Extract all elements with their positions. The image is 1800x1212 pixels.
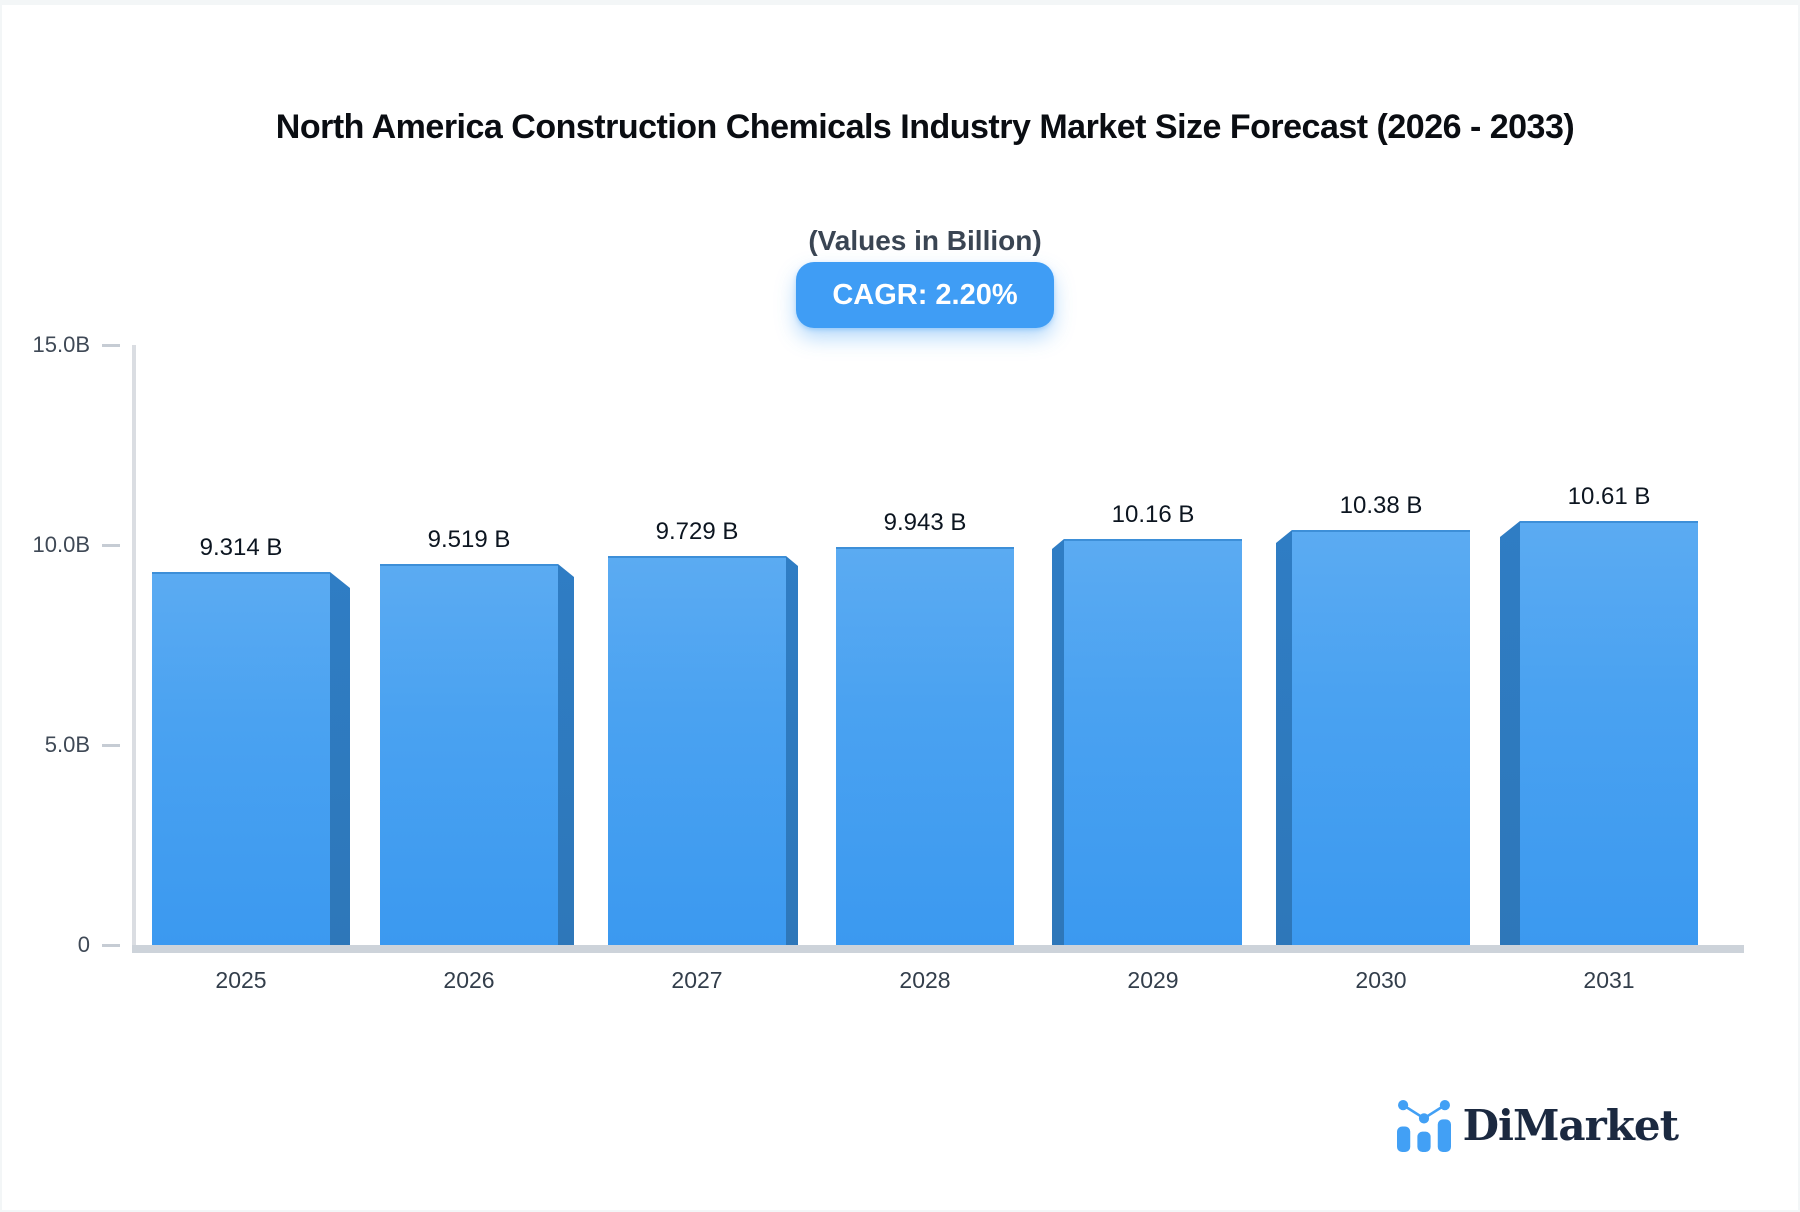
y-tick-label: 15.0B [32,332,91,357]
y-axis-line [132,345,136,953]
bar-2030[interactable] [1292,530,1470,945]
x-tick-label-2028: 2028 [899,967,951,993]
x-tick-label-2031: 2031 [1583,967,1635,993]
bar-line-chart-icon [1396,1100,1451,1152]
y-tick-label: 5.0B [44,732,90,757]
bar-2027[interactable] [608,556,786,945]
bar-group-2025: 9.314 B 2025 [152,345,350,993]
y-tick-dash [102,944,120,947]
brand-logo: DiMarket [1396,1100,1679,1152]
bar-2028[interactable] [836,547,1014,945]
bar-value-label: 9.519 B [427,526,511,553]
page-title: North America Construction Chemicals Ind… [25,99,1798,155]
page-title-text: North America Construction Chemicals Ind… [275,108,1575,146]
bar-2026[interactable] [380,564,558,945]
bar-value-label: 9.314 B [199,534,283,561]
bar-2031[interactable] [1520,521,1698,945]
bar-value-label: 10.16 B [1111,501,1195,528]
bar-side-face [1500,521,1520,945]
y-tick-label: 0 [77,932,90,957]
bar-group-2028: 9.943 B 2028 [836,345,1014,993]
bar-side-face [1052,539,1064,945]
bar-value-label: 10.38 B [1339,492,1423,519]
plot-area: 15.0B 10.0B 5.0B 0 9.314 B 2025 9.519 B 2026 9.7… [33,332,1744,993]
bar-group-2029: 10.16 B 2029 [1052,345,1242,993]
y-tick-dash [102,744,120,747]
x-tick-label-2029: 2029 [1127,967,1179,993]
chart-subtitle: (Values in Billion) [808,225,1042,256]
badge-row: CAGR: 2.20% [25,262,1798,328]
bar-side-face [558,564,574,945]
x-tick-label-2025: 2025 [215,967,267,993]
x-tick-label-2026: 2026 [443,967,495,993]
y-tick-dash [102,344,120,347]
bar-2025[interactable] [152,572,330,945]
bar-side-face [1276,530,1292,945]
bar-group-2030: 10.38 B 2030 [1276,345,1470,993]
x-axis-baseline [132,945,1744,953]
bar-2029[interactable] [1064,539,1242,945]
x-tick-label-2027: 2027 [671,967,723,993]
bar-value-label: 9.943 B [883,509,967,536]
bar-side-face [330,572,350,945]
x-tick-label-2030: 2030 [1355,967,1407,993]
bar-group-2027: 9.729 B 2027 [608,345,798,993]
bar-side-face [786,556,798,945]
bar-value-label: 10.61 B [1567,483,1651,510]
bar-group-2031: 10.61 B 2031 [1500,345,1698,993]
y-tick-dash [102,544,120,547]
y-tick-label: 10.0B [32,532,91,557]
bar-group-2026: 9.519 B 2026 [380,345,574,993]
brand-name: DiMarket [1462,1101,1679,1150]
cagr-badge: CAGR: 2.20% [796,262,1054,328]
bar-value-label: 9.729 B [655,518,739,545]
